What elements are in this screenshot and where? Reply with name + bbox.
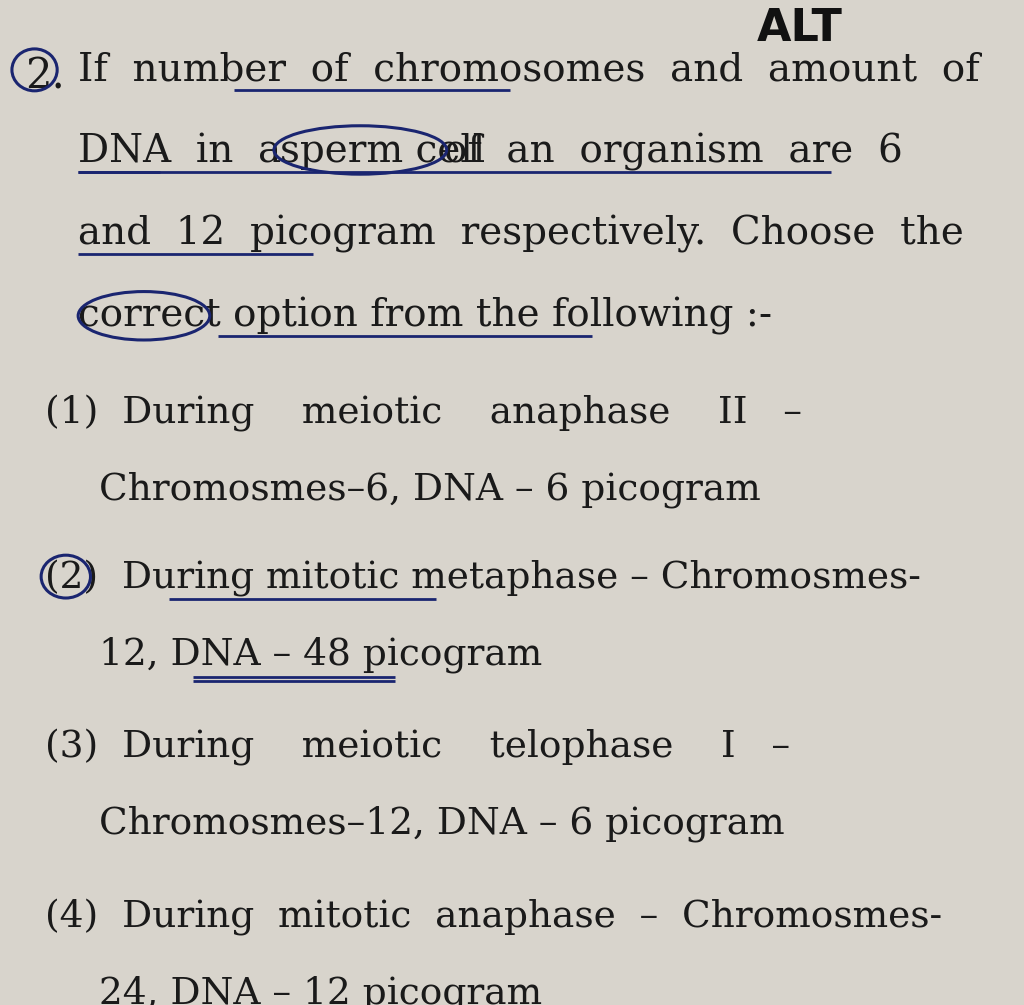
Text: If  number  of  chromosomes  and  amount  of: If number of chromosomes and amount of	[78, 51, 980, 88]
Text: and  12  picogram  respectively.  Choose  the: and 12 picogram respectively. Choose the	[78, 215, 964, 253]
Text: of  an  organism  are  6: of an organism are 6	[444, 134, 903, 171]
Text: 2.: 2.	[25, 56, 65, 97]
Text: DNA  in  a: DNA in a	[78, 134, 282, 170]
Text: 24, DNA – 12 picogram: 24, DNA – 12 picogram	[98, 975, 542, 1005]
Text: correct option from the following :-: correct option from the following :-	[78, 297, 772, 335]
Text: (4)  During  mitotic  anaphase  –  Chromosmes-: (4) During mitotic anaphase – Chromosmes…	[45, 898, 942, 936]
Text: (1)  During    meiotic    anaphase    II   –: (1) During meiotic anaphase II –	[45, 395, 802, 432]
Text: sperm cell: sperm cell	[280, 134, 484, 170]
Text: Chromosmes–6, DNA – 6 picogram: Chromosmes–6, DNA – 6 picogram	[98, 471, 761, 508]
Text: (2)  During mitotic metaphase – Chromosmes-: (2) During mitotic metaphase – Chromosme…	[45, 560, 922, 597]
Text: (3)  During    meiotic    telophase    I   –: (3) During meiotic telophase I –	[45, 730, 791, 767]
Text: ALT: ALT	[757, 7, 843, 50]
Text: Chromosmes–12, DNA – 6 picogram: Chromosmes–12, DNA – 6 picogram	[98, 806, 784, 842]
Text: 12, DNA – 48 picogram: 12, DNA – 48 picogram	[98, 636, 542, 672]
